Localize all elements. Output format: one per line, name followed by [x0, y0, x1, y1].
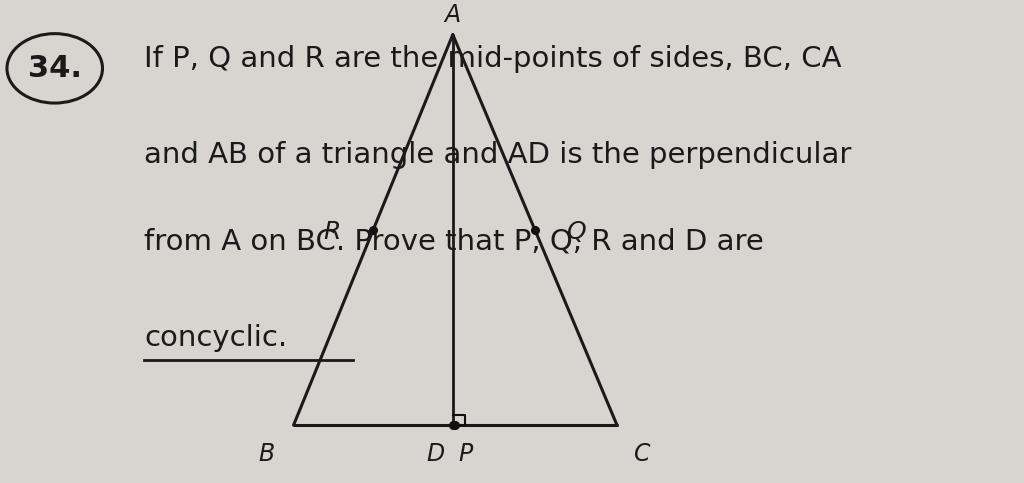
Text: D: D: [427, 442, 445, 466]
Text: 34.: 34.: [28, 54, 82, 83]
Text: R: R: [323, 220, 340, 244]
Text: P: P: [459, 442, 473, 466]
Text: A: A: [444, 3, 461, 28]
Text: concyclic.: concyclic.: [144, 325, 288, 353]
Text: Q: Q: [567, 220, 587, 244]
Text: from A on BC. Prove that P, Q, R and D are: from A on BC. Prove that P, Q, R and D a…: [144, 228, 764, 256]
Text: If P, Q and R are the mid-points of sides, BC, CA: If P, Q and R are the mid-points of side…: [144, 45, 842, 73]
Text: C: C: [634, 442, 650, 466]
Text: and AB of a triangle and AD is the perpendicular: and AB of a triangle and AD is the perpe…: [144, 141, 852, 169]
Text: B: B: [259, 442, 274, 466]
